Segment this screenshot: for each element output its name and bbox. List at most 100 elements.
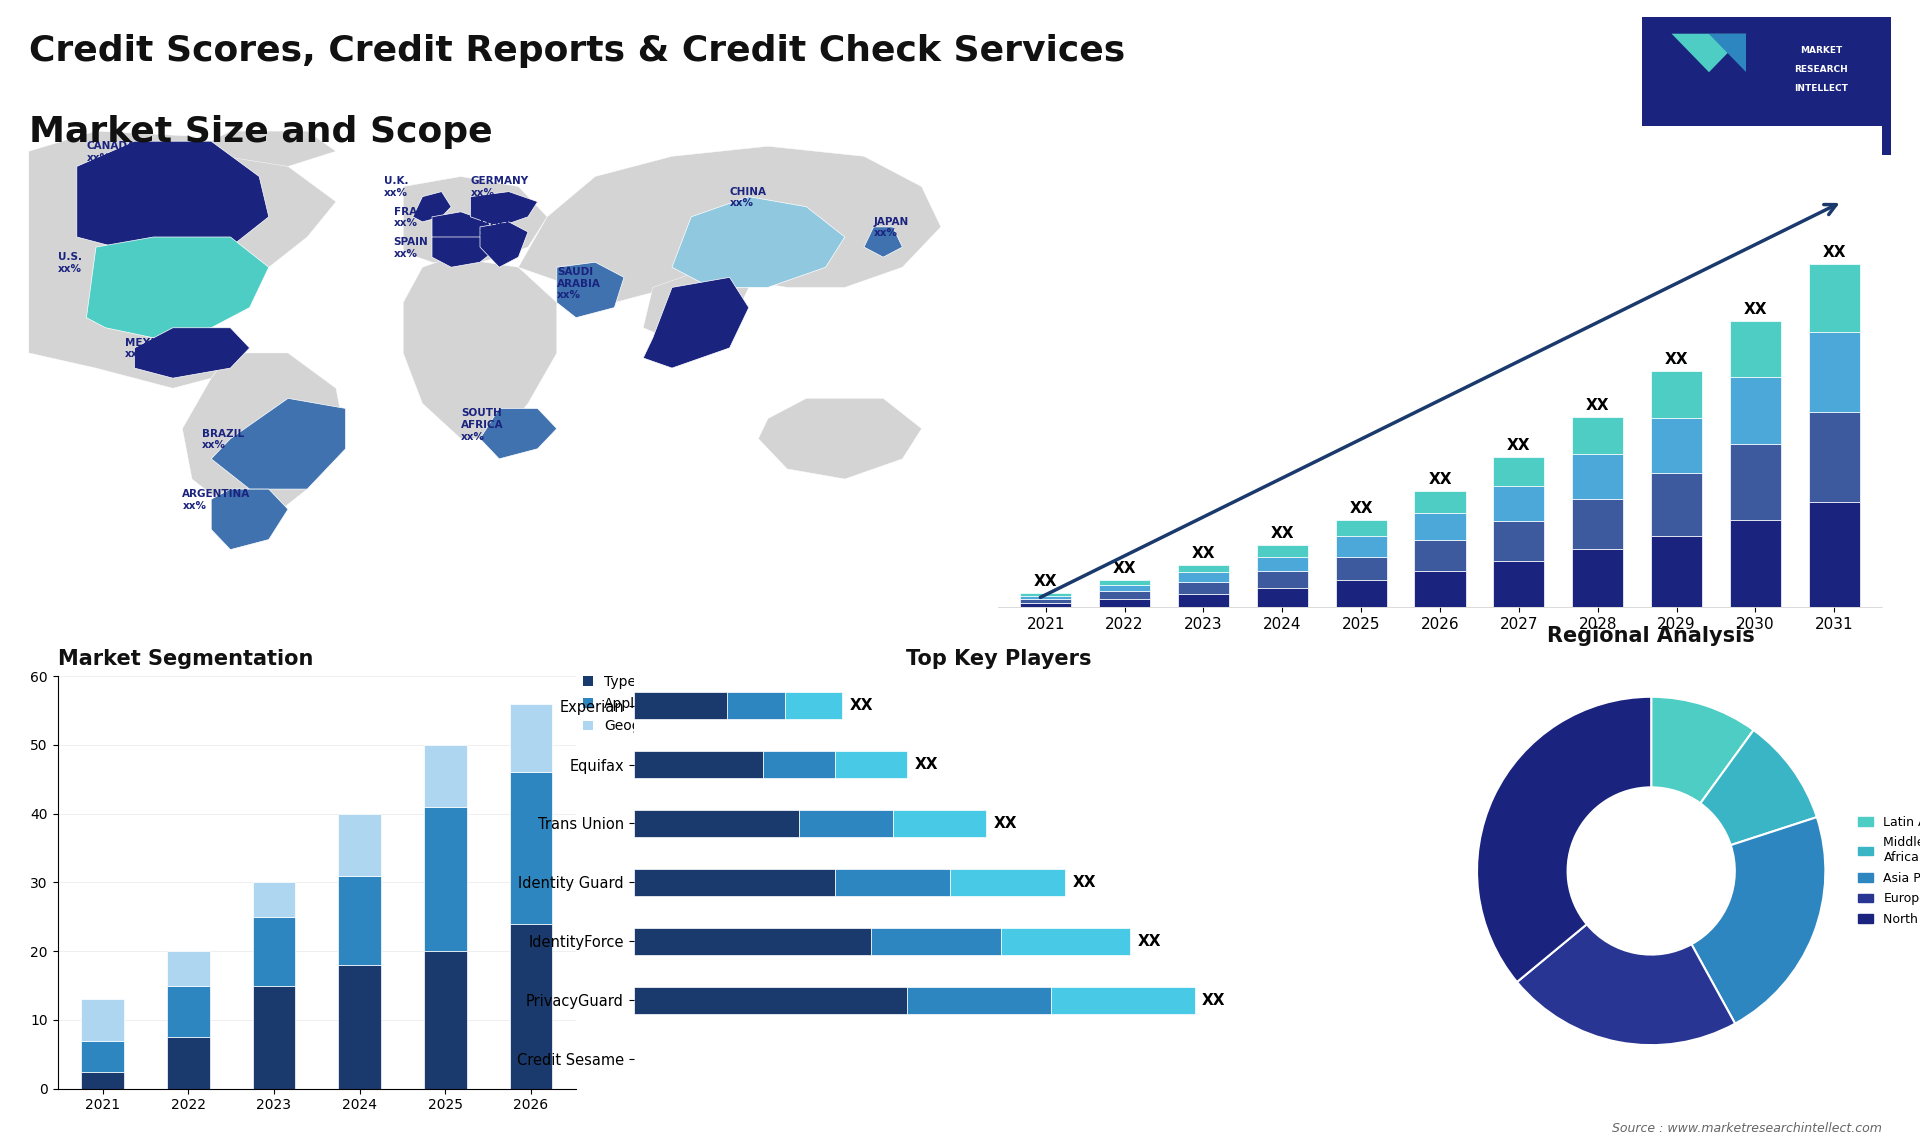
Bar xyxy=(1020,598,1071,603)
Bar xyxy=(1809,413,1860,502)
Bar xyxy=(1098,598,1150,607)
Text: U.S.
xx%: U.S. xx% xyxy=(58,252,81,274)
Bar xyxy=(1336,580,1386,607)
Bar xyxy=(81,1072,125,1089)
Text: SOUTH
AFRICA
xx%: SOUTH AFRICA xx% xyxy=(461,408,503,441)
Text: XX: XX xyxy=(1114,562,1137,576)
FancyBboxPatch shape xyxy=(1636,15,1897,157)
Bar xyxy=(338,965,380,1089)
Bar xyxy=(872,928,1000,955)
Bar xyxy=(1494,521,1544,560)
Bar xyxy=(253,986,296,1089)
Text: INDIA
xx%: INDIA xx% xyxy=(691,317,724,339)
Polygon shape xyxy=(480,408,557,458)
Bar xyxy=(1809,264,1860,331)
Bar xyxy=(906,987,1050,1013)
Text: CHINA
xx%: CHINA xx% xyxy=(730,187,766,209)
Bar xyxy=(167,951,209,986)
Bar xyxy=(1336,536,1386,557)
Polygon shape xyxy=(29,131,336,388)
Bar xyxy=(634,928,872,955)
Text: U.K.
xx%: U.K. xx% xyxy=(384,176,409,198)
Polygon shape xyxy=(470,191,538,227)
Bar xyxy=(634,752,762,778)
Polygon shape xyxy=(643,267,749,348)
Text: XX: XX xyxy=(1073,874,1096,890)
Polygon shape xyxy=(480,222,528,267)
Bar xyxy=(253,882,296,917)
Text: XX: XX xyxy=(1822,245,1845,260)
Wedge shape xyxy=(1476,697,1651,982)
Polygon shape xyxy=(518,147,941,303)
Polygon shape xyxy=(77,141,269,257)
Bar xyxy=(1651,371,1703,418)
Polygon shape xyxy=(432,237,499,267)
Text: RESEARCH: RESEARCH xyxy=(1795,65,1849,74)
Bar xyxy=(1572,417,1622,454)
Bar xyxy=(1415,513,1465,541)
Text: Market Segmentation: Market Segmentation xyxy=(58,649,313,669)
Text: SPAIN
xx%: SPAIN xx% xyxy=(394,237,428,259)
Bar xyxy=(1494,486,1544,521)
Polygon shape xyxy=(432,212,490,248)
Bar xyxy=(81,1041,125,1072)
Text: BRAZIL
xx%: BRAZIL xx% xyxy=(202,429,244,450)
Bar xyxy=(728,692,785,719)
Text: XX: XX xyxy=(1350,501,1373,516)
Bar xyxy=(799,810,893,837)
Bar xyxy=(1730,321,1782,377)
Text: Credit Scores, Credit Reports & Credit Check Services: Credit Scores, Credit Reports & Credit C… xyxy=(29,34,1125,69)
Bar xyxy=(81,999,125,1041)
Bar xyxy=(253,917,296,986)
Text: XX: XX xyxy=(993,816,1018,831)
Polygon shape xyxy=(643,277,749,368)
Bar xyxy=(1258,588,1308,607)
Bar xyxy=(1098,586,1150,591)
Polygon shape xyxy=(211,399,346,489)
Bar xyxy=(1730,377,1782,445)
Bar xyxy=(762,752,835,778)
Text: XX: XX xyxy=(849,698,874,713)
Bar xyxy=(1050,987,1194,1013)
Bar xyxy=(634,987,906,1013)
Bar xyxy=(1098,580,1150,586)
Polygon shape xyxy=(403,257,557,439)
Bar xyxy=(1177,594,1229,607)
Text: SAUDI
ARABIA
xx%: SAUDI ARABIA xx% xyxy=(557,267,601,300)
Text: GERMANY
xx%: GERMANY xx% xyxy=(470,176,528,198)
Bar xyxy=(1177,582,1229,594)
Polygon shape xyxy=(211,489,288,550)
Bar xyxy=(424,951,467,1089)
Text: XX: XX xyxy=(914,758,937,772)
Title: Top Key Players: Top Key Players xyxy=(906,649,1091,669)
Bar xyxy=(1258,557,1308,572)
Polygon shape xyxy=(1709,33,1747,72)
Bar xyxy=(1177,565,1229,572)
Bar xyxy=(1336,520,1386,536)
Bar xyxy=(1730,520,1782,607)
Bar xyxy=(1000,928,1131,955)
Bar xyxy=(167,1037,209,1089)
Text: XX: XX xyxy=(1192,545,1215,560)
Bar xyxy=(167,986,209,1037)
Bar xyxy=(1494,457,1544,486)
Polygon shape xyxy=(86,237,269,338)
Text: XX: XX xyxy=(1665,353,1688,368)
Bar xyxy=(338,814,380,876)
Text: XX: XX xyxy=(1202,992,1225,1007)
Bar xyxy=(634,692,728,719)
Bar xyxy=(1651,473,1703,535)
Bar xyxy=(1572,454,1622,499)
Bar xyxy=(1020,596,1071,598)
Bar xyxy=(424,807,467,951)
Text: INTELLECT: INTELLECT xyxy=(1795,84,1849,93)
Bar xyxy=(1572,549,1622,607)
Polygon shape xyxy=(192,131,336,166)
Legend: Type, Application, Geography: Type, Application, Geography xyxy=(584,675,682,733)
Polygon shape xyxy=(182,353,346,519)
Polygon shape xyxy=(758,399,922,479)
Text: FRANCE
xx%: FRANCE xx% xyxy=(394,206,440,228)
Bar xyxy=(509,772,553,924)
Text: XX: XX xyxy=(1428,472,1452,487)
Text: Source : www.marketresearchintellect.com: Source : www.marketresearchintellect.com xyxy=(1611,1122,1882,1135)
